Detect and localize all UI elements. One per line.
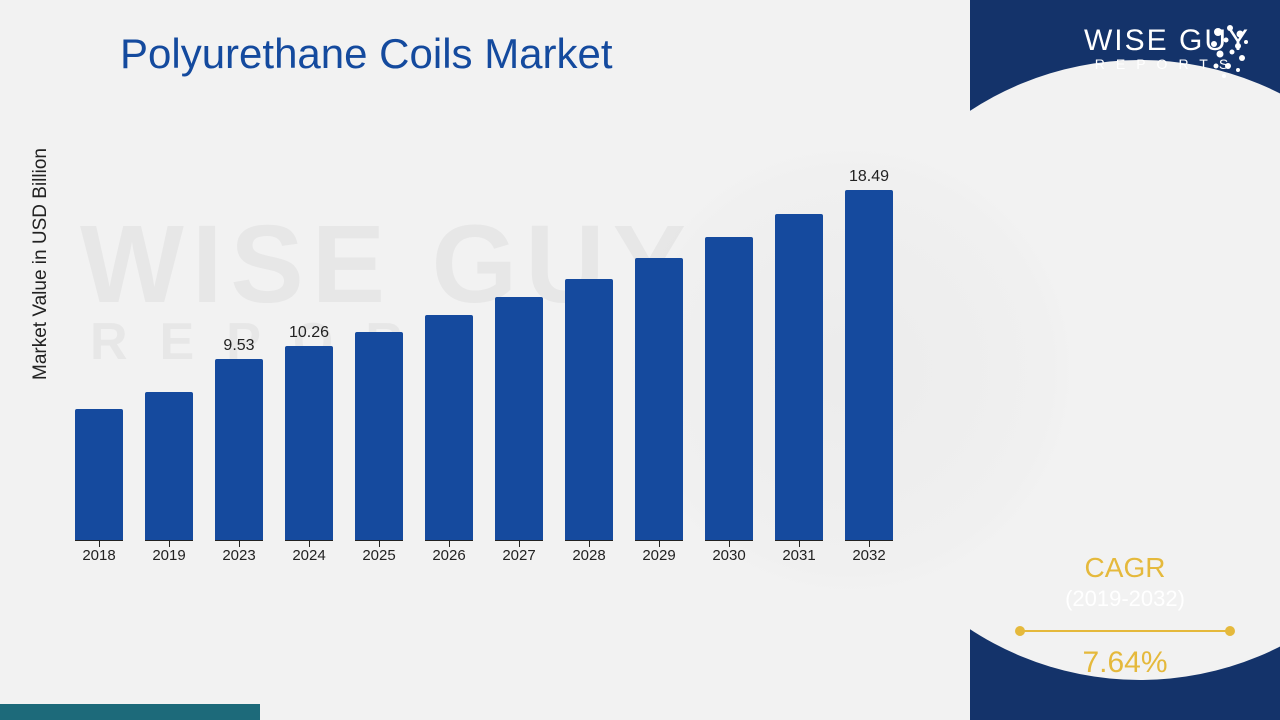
x-tick-label: 2027	[495, 540, 543, 564]
bar	[285, 346, 333, 540]
bar	[705, 237, 753, 540]
bar-column	[495, 297, 543, 540]
x-tick-label: 2028	[565, 540, 613, 564]
bar	[145, 392, 193, 540]
bar-column	[635, 258, 683, 540]
bar	[355, 332, 403, 540]
cagr-divider	[1020, 630, 1230, 632]
bar-column: 10.26	[285, 346, 333, 540]
x-tick-label: 2023	[215, 540, 263, 564]
bar-value-label: 10.26	[285, 324, 333, 342]
page: Polyurethane Coils Market WISE GUY REPOR…	[0, 0, 1280, 720]
x-axis: 2018 2019 2023 2024 2025 2026 2027 2028 2029 2030…	[75, 540, 915, 564]
bar	[215, 359, 263, 540]
brand-logo: WISE GUY REPORTS	[1084, 24, 1250, 72]
x-tick-label: 2019	[145, 540, 193, 564]
bar-column: 9.53	[215, 359, 263, 540]
cagr-value: 7.64%	[970, 646, 1280, 680]
bar-value-label: 9.53	[215, 337, 263, 355]
chart-title: Polyurethane Coils Market	[120, 30, 613, 78]
bar-column	[565, 279, 613, 540]
bar-chart: 9.5310.2618.49 2018201920232024202520262…	[75, 180, 915, 570]
bar-column	[355, 332, 403, 540]
bottom-accent-bar	[0, 704, 260, 720]
x-tick-label: 2032	[845, 540, 893, 564]
x-tick-label: 2025	[355, 540, 403, 564]
x-tick-label: 2030	[705, 540, 753, 564]
bar	[565, 279, 613, 540]
bar-column	[75, 409, 123, 540]
cagr-period: (2019-2032)	[970, 586, 1280, 612]
bar-column	[145, 392, 193, 540]
bar	[495, 297, 543, 540]
bar	[635, 258, 683, 540]
bar-column	[425, 315, 473, 540]
x-tick-label: 2018	[75, 540, 123, 564]
bar	[845, 190, 893, 540]
bar-value-label: 18.49	[845, 168, 893, 186]
cagr-label: CAGR	[970, 552, 1280, 584]
x-tick-label: 2029	[635, 540, 683, 564]
bar-column: 18.49	[845, 190, 893, 540]
x-tick-label: 2031	[775, 540, 823, 564]
bar-column	[705, 237, 753, 540]
bar	[775, 214, 823, 540]
x-tick-label: 2026	[425, 540, 473, 564]
plot-area: 9.53 10.26 18.49	[75, 180, 915, 540]
bar	[425, 315, 473, 540]
y-axis-label: Market Value in USD Billion	[30, 148, 52, 380]
x-tick-label: 2024	[285, 540, 333, 564]
bar-column	[775, 214, 823, 540]
cagr-block: CAGR (2019-2032) 7.64%	[970, 552, 1280, 680]
bar	[75, 409, 123, 540]
brain-icon	[1206, 22, 1252, 80]
